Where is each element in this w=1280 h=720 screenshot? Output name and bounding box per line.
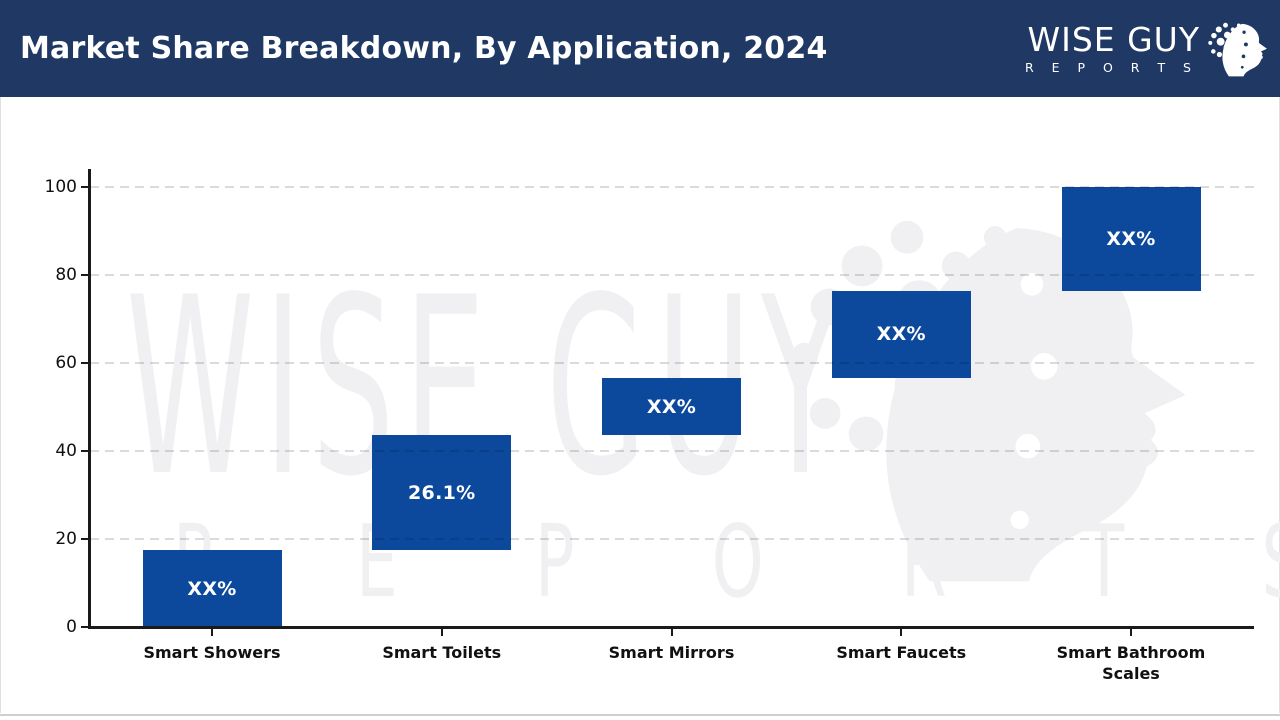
logo-wordmark: WISE GUY [1027,20,1200,60]
gridline-y-40 [90,450,1254,452]
y-tick-mark [81,450,88,452]
x-axis-line [88,626,1254,629]
y-axis-tick-label: 60 [55,353,77,373]
bar-value-label: XX% [646,395,697,418]
y-tick-mark [81,626,88,628]
bar-smart-showers: XX% [142,550,282,627]
gridline-y-60 [90,362,1254,364]
gridline-y-20 [90,538,1254,540]
bar-value-label: XX% [187,577,237,600]
y-axis-tick-label: 40 [55,441,77,461]
x-tick-mark [900,628,903,636]
x-axis-category-label: Smart Faucets [836,643,967,662]
bar-value-label: XX% [1106,227,1156,250]
y-axis-tick-label: 0 [66,617,77,637]
x-axis-category-label: Smart Mirrors [608,643,735,662]
watermark-subtitle: R E P O R T S [173,503,1280,620]
logo-subtitle: R E P O R T S [1024,59,1198,75]
y-axis-tick-label: 80 [55,265,77,285]
bar-smart-mirrors: XX% [602,377,741,436]
footer-divider [0,714,1280,716]
wiseguy-logo: WISE GUY R E P O R T S [1025,5,1270,93]
bar-smart-toilets: 26.1% [372,435,512,550]
y-axis-tick-label: 100 [44,177,77,197]
x-axis-category-label: Smart Showers [143,643,281,662]
y-tick-mark [81,274,88,276]
bar-smart-bathroom-scales: XX% [1061,187,1201,291]
y-tick-mark [81,362,88,364]
y-tick-mark [81,186,88,188]
x-tick-mark [211,628,213,636]
logo-head-profile-icon [1208,22,1267,77]
gridline-y-80 [90,274,1254,276]
bar-value-label: XX% [876,323,926,346]
y-axis-line [88,169,91,629]
x-axis-category-label: Smart Toilets [382,643,502,662]
x-tick-mark [670,628,673,636]
chart-area: WISE GUY R E P O R T S XX% 26.1% XX% XX% XX%… [0,97,1280,713]
y-tick-mark [81,538,88,540]
bar-value-label: 26.1% [408,481,476,504]
x-tick-mark [1130,628,1132,636]
x-axis-category-label: Smart Bathroom Scales [1056,643,1206,684]
header: Market Share Breakdown, By Application, … [0,0,1280,97]
page-title: Market Share Breakdown, By Application, … [20,31,828,66]
x-tick-mark [440,628,443,636]
y-axis-tick-label: 20 [55,529,77,549]
bar-smart-faucets: XX% [831,290,971,378]
gridline-y-100 [90,186,1254,188]
